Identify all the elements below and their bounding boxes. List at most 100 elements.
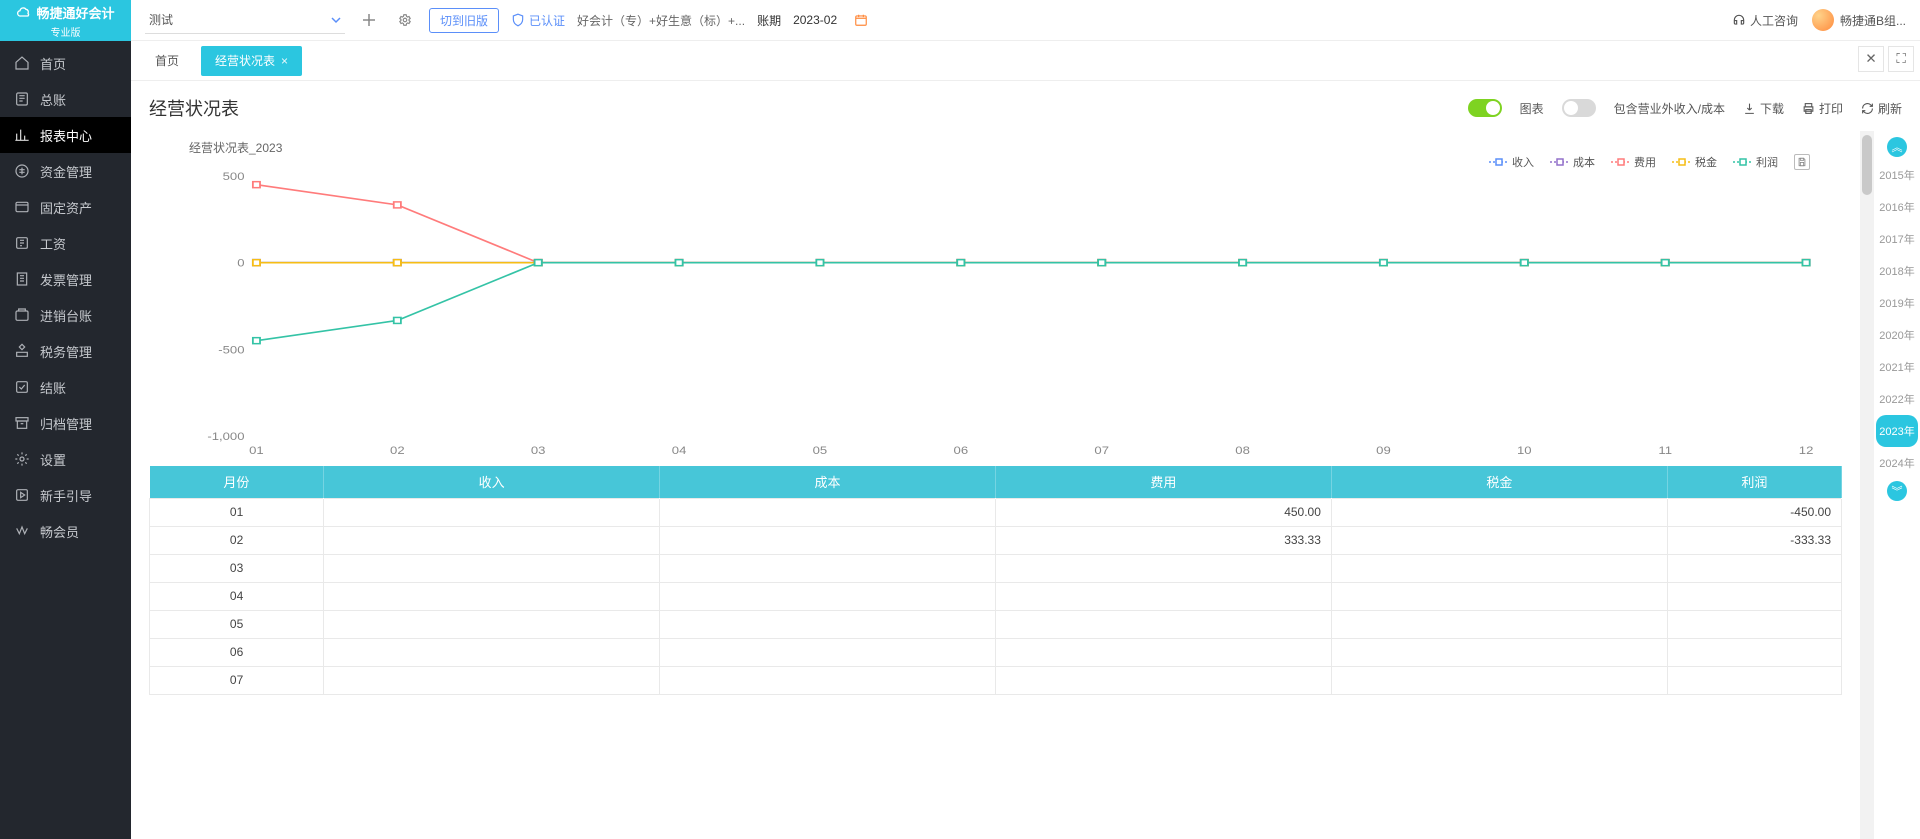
sidebar-item-label: 进销台账: [40, 306, 92, 325]
brand-name: 畅捷通好会计: [36, 3, 114, 22]
cell-value: [1667, 666, 1841, 694]
data-table: 月份收入成本费用税金利润 01450.00-450.0002333.33-333…: [149, 466, 1842, 695]
cell-value: [324, 526, 660, 554]
cell-value: [660, 554, 996, 582]
cell-value: [324, 498, 660, 526]
svg-text:12: 12: [1799, 444, 1814, 456]
tab-close-icon[interactable]: ×: [281, 54, 288, 68]
period-picker-button[interactable]: [849, 8, 873, 32]
settings-top-button[interactable]: [393, 8, 417, 32]
toggle-chart[interactable]: [1468, 99, 1502, 117]
archive-icon: [14, 415, 30, 431]
sidebar-item-jinxiao[interactable]: 进销台账: [0, 297, 131, 333]
sidebar-item-label: 工资: [40, 234, 66, 253]
table-row: 04: [150, 582, 1842, 610]
scroll-thumb[interactable]: [1862, 135, 1872, 195]
legend-label: 成本: [1573, 154, 1595, 170]
sidebar-item-asset[interactable]: 固定资产: [0, 189, 131, 225]
legend-item[interactable]: 收入: [1489, 154, 1534, 170]
tab-expand-button[interactable]: ⛶: [1888, 46, 1914, 72]
tab-close-button[interactable]: ✕: [1858, 46, 1884, 72]
chart-save-button[interactable]: [1794, 154, 1810, 170]
account-select[interactable]: 测试: [145, 6, 345, 34]
certified-badge: 已认证: [511, 12, 565, 29]
sidebar-item-fund[interactable]: 资金管理: [0, 153, 131, 189]
sidebar-item-salary[interactable]: 工资: [0, 225, 131, 261]
legend-item[interactable]: 费用: [1611, 154, 1656, 170]
cell-value: [1331, 638, 1667, 666]
scrollbar[interactable]: [1860, 131, 1874, 839]
cell-value: [995, 554, 1331, 582]
toggle-extra[interactable]: [1562, 99, 1596, 117]
sidebar-item-close[interactable]: 结账: [0, 369, 131, 405]
sidebar-item-archive[interactable]: 归档管理: [0, 405, 131, 441]
year-pill[interactable]: 2017年: [1876, 223, 1918, 255]
add-account-button[interactable]: [357, 8, 381, 32]
sidebar-item-label: 报表中心: [40, 126, 92, 145]
year-pill[interactable]: 2021年: [1876, 351, 1918, 383]
user-menu[interactable]: 畅捷通B组...: [1812, 9, 1906, 31]
svg-text:06: 06: [954, 444, 969, 456]
table-header-cell: 利润: [1667, 466, 1841, 498]
refresh-button[interactable]: 刷新: [1861, 100, 1902, 117]
jinxiao-icon: [14, 307, 30, 323]
table-header-row: 月份收入成本费用税金利润: [150, 466, 1842, 498]
legend-item[interactable]: 税金: [1672, 154, 1717, 170]
svg-text:08: 08: [1235, 444, 1250, 456]
invoice-icon: [14, 271, 30, 287]
year-pill[interactable]: 2015年: [1876, 159, 1918, 191]
asset-icon: [14, 199, 30, 215]
cell-value: [324, 610, 660, 638]
shield-icon: [511, 13, 525, 27]
year-pill[interactable]: 2022年: [1876, 383, 1918, 415]
svg-text:-1,000: -1,000: [207, 430, 244, 443]
sidebar-item-vip[interactable]: 畅会员: [0, 513, 131, 549]
year-pill[interactable]: 2023年: [1876, 415, 1918, 447]
tab-home[interactable]: 首页: [141, 46, 193, 76]
cell-value: [324, 582, 660, 610]
plus-icon: [362, 13, 376, 27]
period-value[interactable]: 2023-02: [793, 13, 837, 27]
print-icon: [1802, 102, 1815, 115]
svg-text:500: 500: [223, 170, 245, 183]
sidebar-item-settings[interactable]: 设置: [0, 441, 131, 477]
avatar: [1812, 9, 1834, 31]
sidebar-item-label: 资金管理: [40, 162, 92, 181]
sidebar-item-report[interactable]: 报表中心: [0, 117, 131, 153]
year-pill[interactable]: 2024年: [1876, 447, 1918, 479]
year-down-button[interactable]: ︾: [1887, 481, 1907, 501]
cell-value: [660, 666, 996, 694]
switch-old-button[interactable]: 切到旧版: [429, 8, 499, 33]
chart-legend: 收入 成本费用税金 利润: [1489, 154, 1810, 170]
year-pill[interactable]: 2020年: [1876, 319, 1918, 351]
legend-item[interactable]: 成本: [1550, 154, 1595, 170]
tab-report-label: 经营状况表: [215, 52, 275, 69]
sidebar-item-ledger[interactable]: 总账: [0, 81, 131, 117]
year-pill[interactable]: 2016年: [1876, 191, 1918, 223]
brand-sub: 专业版: [51, 24, 81, 39]
sidebar-item-tax[interactable]: 税务管理: [0, 333, 131, 369]
year-up-button[interactable]: ︽: [1887, 137, 1907, 157]
sidebar-item-guide[interactable]: 新手引导: [0, 477, 131, 513]
cell-month: 02: [150, 526, 324, 554]
settings-icon: [14, 451, 30, 467]
support-button[interactable]: 人工咨询: [1732, 12, 1798, 29]
cloud-icon: [16, 4, 32, 20]
sidebar-item-invoice[interactable]: 发票管理: [0, 261, 131, 297]
download-button[interactable]: 下载: [1743, 100, 1784, 117]
sidebar-item-label: 总账: [40, 90, 66, 109]
tab-report[interactable]: 经营状况表 ×: [201, 46, 302, 76]
table-row: 02333.33-333.33: [150, 526, 1842, 554]
year-pill[interactable]: 2018年: [1876, 255, 1918, 287]
sidebar-item-home[interactable]: 首页: [0, 45, 131, 81]
legend-label: 利润: [1756, 154, 1778, 170]
svg-text:09: 09: [1376, 444, 1391, 456]
sidebar-item-label: 畅会员: [40, 522, 79, 541]
table-row: 06: [150, 638, 1842, 666]
year-rail: ︽ 2015年2016年2017年2018年2019年2020年2021年202…: [1874, 131, 1920, 839]
legend-item[interactable]: 利润: [1733, 154, 1778, 170]
print-button[interactable]: 打印: [1802, 100, 1843, 117]
year-pill[interactable]: 2019年: [1876, 287, 1918, 319]
chart-card: 经营状况表_2023 收入成本费用税金利润 5000-500-1,0000102…: [149, 131, 1842, 460]
headset-icon: [1732, 13, 1746, 27]
